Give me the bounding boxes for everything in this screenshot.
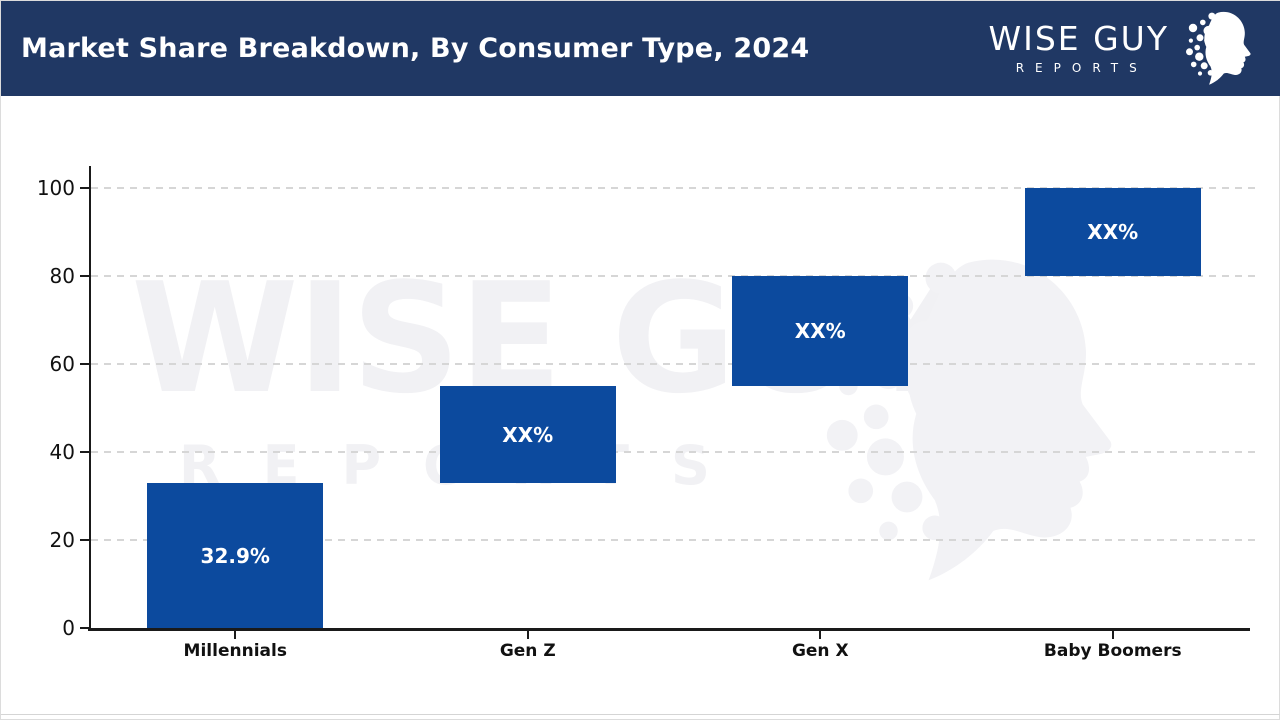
x-tick-label: Baby Boomers (1043, 641, 1182, 661)
y-tick-mark (80, 363, 89, 365)
logo-text: WISE GUY REPORTS (988, 22, 1169, 75)
y-tick-mark (80, 187, 89, 189)
x-tick-mark (234, 631, 237, 639)
gridline (91, 363, 1259, 365)
bar-value-label: 32.9% (200, 543, 270, 568)
y-tick-label: 80 (49, 264, 75, 288)
bar: XX% (439, 386, 616, 484)
gridline (91, 451, 1259, 453)
bottom-border (1, 714, 1280, 715)
gridline (91, 187, 1259, 189)
bar-value-label: XX% (1087, 220, 1139, 244)
y-tick-mark (80, 275, 89, 277)
x-tick-mark (526, 631, 529, 639)
x-tick-label: Millennials (183, 641, 287, 661)
logo-wordmark: WISE GUY (988, 19, 1169, 58)
wise-guy-logo: WISE GUY REPORTS (988, 7, 1267, 91)
y-tick-label: 60 (49, 352, 75, 376)
logo-subtitle: REPORTS (1015, 61, 1148, 75)
gridline (91, 539, 1259, 541)
header-bar: Market Share Breakdown, By Consumer Type… (1, 1, 1280, 96)
x-tick-mark (1111, 631, 1114, 639)
dotted-head-icon (1186, 11, 1251, 85)
bar-value-label: XX% (502, 422, 554, 447)
y-tick-label: 100 (36, 176, 75, 200)
bar: XX% (1024, 188, 1201, 276)
y-tick-label: 0 (62, 616, 75, 640)
bar-value-label: XX% (794, 319, 846, 343)
gridline (91, 275, 1259, 277)
y-tick-mark (80, 627, 89, 629)
y-axis-line (89, 166, 91, 631)
x-tick-label: Gen X (791, 641, 849, 661)
bar: 32.9% (147, 483, 324, 628)
x-tick-label: Gen Z (499, 641, 556, 661)
y-tick-label: 40 (49, 440, 75, 464)
x-tick-mark (819, 631, 822, 639)
bar: XX% (732, 276, 909, 386)
x-axis-line (88, 628, 1250, 631)
chart-title: Market Share Breakdown, By Consumer Type… (21, 33, 810, 64)
y-tick-label: 20 (49, 528, 75, 552)
y-tick-mark (80, 451, 89, 453)
y-tick-mark (80, 539, 89, 541)
